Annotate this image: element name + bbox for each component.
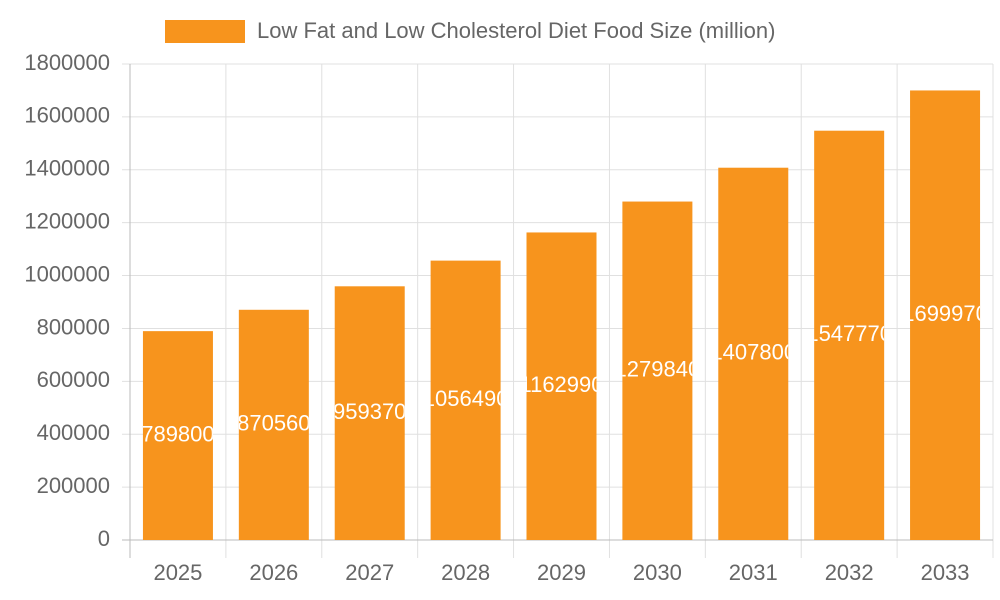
bar [430,260,501,540]
y-tick-label: 600000 [37,367,110,392]
y-tick-label: 200000 [37,473,110,498]
data-label: 959370 [333,399,406,424]
data-label: 789800 [141,421,214,446]
y-tick-label: 0 [98,526,110,551]
data-label: 1699970 [902,301,988,326]
data-label: 1279840 [615,357,701,382]
x-tick-label: 2026 [249,560,298,585]
y-tick-label: 800000 [37,314,110,339]
x-tick-label: 2033 [921,560,970,585]
x-tick-label: 2030 [633,560,682,585]
bar [622,201,693,541]
x-tick-label: 2025 [153,560,202,585]
x-tick-label: 2029 [537,560,586,585]
y-tick-label: 1800000 [24,50,110,75]
data-label: 1547770 [806,321,892,346]
legend-label: Low Fat and Low Cholesterol Diet Food Si… [257,18,775,43]
data-label: 1056490 [423,386,509,411]
legend-swatch [165,20,245,43]
y-tick-label: 1600000 [24,103,110,128]
bar [142,331,213,540]
y-tick-label: 1400000 [24,156,110,181]
y-tick-label: 1000000 [24,261,110,286]
data-label: 1407800 [710,340,796,365]
bar [334,286,405,540]
y-tick-label: 1200000 [24,208,110,233]
x-tick-label: 2027 [345,560,394,585]
data-label: 1162990 [519,372,603,397]
bar [910,90,981,540]
x-tick-label: 2032 [825,560,874,585]
x-tick-label: 2028 [441,560,490,585]
bar [814,130,885,541]
data-label: 870560 [237,411,310,436]
bar [718,167,789,540]
x-tick-label: 2031 [729,560,778,585]
bar [238,309,309,540]
bar [526,232,597,541]
y-tick-label: 400000 [37,420,110,445]
